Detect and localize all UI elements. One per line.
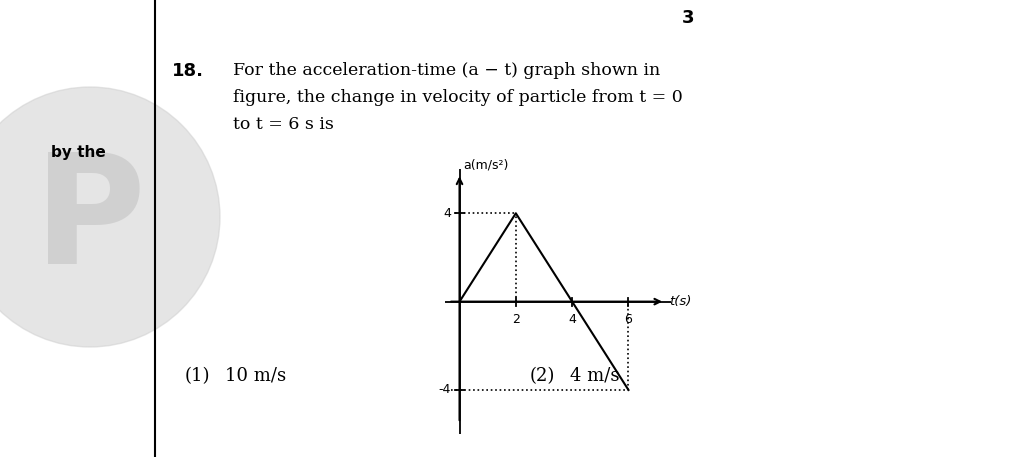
Text: 4: 4 [443,207,451,220]
Text: 4: 4 [568,313,577,326]
Text: by the: by the [50,144,105,159]
Text: For the acceleration-time (a − t) graph shown in: For the acceleration-time (a − t) graph … [233,62,660,79]
Text: figure, the change in velocity of particle from t = 0: figure, the change in velocity of partic… [233,89,683,106]
Text: 4 m/s: 4 m/s [570,367,620,385]
Text: 3: 3 [682,9,694,27]
Text: a(m/s²): a(m/s²) [464,158,509,171]
Text: 6: 6 [625,313,633,326]
Text: -4: -4 [438,383,451,397]
Text: (2): (2) [530,367,555,385]
Text: 18.: 18. [172,62,204,80]
Text: 2: 2 [512,313,520,326]
Text: P: P [34,148,146,297]
Text: to t = 6 s is: to t = 6 s is [233,116,334,133]
Text: (1): (1) [185,367,211,385]
Text: 10 m/s: 10 m/s [225,367,286,385]
Circle shape [0,87,220,347]
Text: t(s): t(s) [670,295,691,308]
